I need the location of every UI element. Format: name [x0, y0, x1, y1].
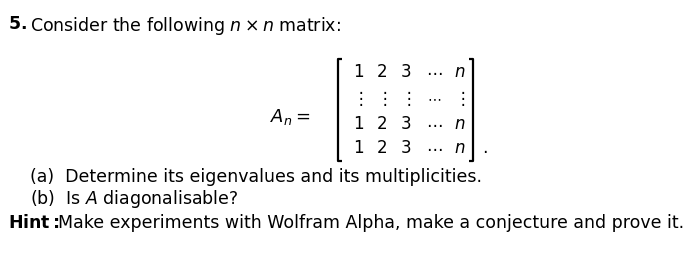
Text: 3: 3 [401, 63, 411, 81]
Text: $\cdots$: $\cdots$ [426, 63, 442, 81]
Text: $\cdots$: $\cdots$ [427, 91, 441, 105]
Text: 1: 1 [353, 115, 364, 133]
Text: 1: 1 [353, 63, 364, 81]
Text: (b)  Is $A$ diagonalisable?: (b) Is $A$ diagonalisable? [30, 188, 238, 210]
Text: 3: 3 [401, 115, 411, 133]
Text: (a)  Determine its eigenvalues and its multiplicities.: (a) Determine its eigenvalues and its mu… [30, 168, 482, 186]
Text: $n$: $n$ [454, 115, 466, 133]
Text: 2: 2 [377, 63, 387, 81]
Text: 2: 2 [377, 115, 387, 133]
Text: $\mathbf{5.}$: $\mathbf{5.}$ [8, 15, 27, 33]
Text: $\vdots$: $\vdots$ [353, 88, 364, 107]
Text: $n$: $n$ [454, 139, 466, 157]
Text: $\cdots$: $\cdots$ [426, 139, 442, 157]
Text: $\mathbf{Hint{:}}$: $\mathbf{Hint{:}}$ [8, 214, 59, 232]
Text: $\vdots$: $\vdots$ [377, 88, 388, 107]
Text: 2: 2 [377, 139, 387, 157]
Text: Make experiments with Wolfram Alpha, make a conjecture and prove it.: Make experiments with Wolfram Alpha, mak… [58, 214, 684, 232]
Text: .: . [482, 139, 488, 157]
Text: 3: 3 [401, 139, 411, 157]
Text: $\vdots$: $\vdots$ [400, 88, 411, 107]
Text: $n$: $n$ [454, 63, 466, 81]
Text: $\cdots$: $\cdots$ [426, 115, 442, 133]
Text: 1: 1 [353, 139, 364, 157]
Text: $\vdots$: $\vdots$ [455, 88, 466, 107]
Text: $A_n =$: $A_n =$ [270, 107, 310, 127]
Text: Consider the following $n \times n$ matrix:: Consider the following $n \times n$ matr… [30, 15, 341, 37]
